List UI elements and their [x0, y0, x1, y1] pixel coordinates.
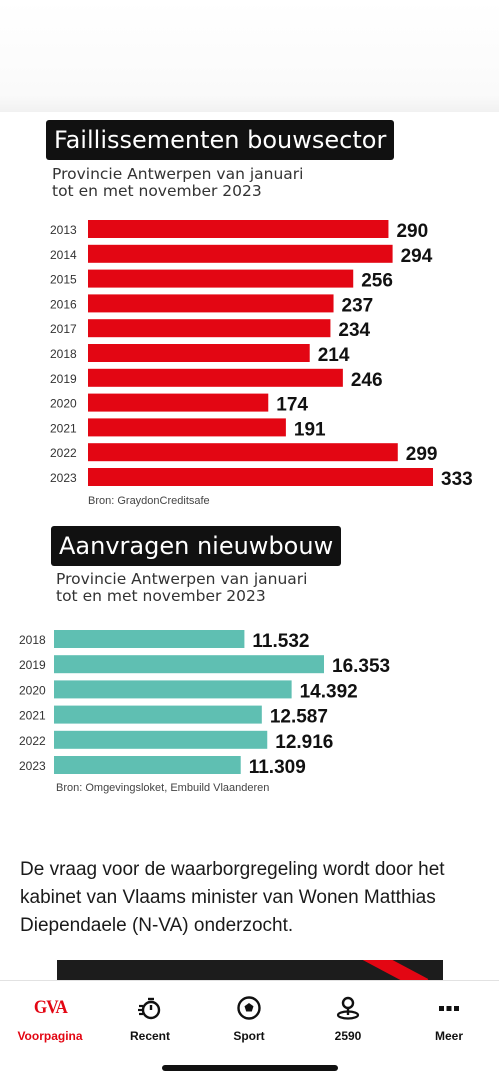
chart1-year-label: 2014 — [50, 248, 77, 262]
chart1-bar — [88, 443, 398, 462]
chart1-bar — [88, 418, 286, 437]
chart1-value-label: 299 — [406, 444, 438, 465]
chart2-year-label: 2023 — [19, 759, 46, 773]
tab-recent[interactable]: Recent — [100, 987, 200, 1045]
tab-recent-label: Recent — [129, 1029, 170, 1043]
chart1-bar — [88, 468, 433, 486]
chart1-year-label: 2017 — [50, 322, 77, 336]
chart1-bar — [88, 368, 343, 387]
chart1-subtitle: Provincie Antwerpen van januari tot en m… — [52, 165, 304, 200]
chart1-title: Faillissementen bouwsector — [46, 120, 395, 160]
chart1-year-label: 2019 — [50, 372, 77, 386]
chart1-source: Bron: GraydonCreditsafe — [88, 495, 210, 507]
chart2-year-label: 2018 — [19, 633, 46, 647]
bottom-tab-bar: GVA Voorpagina Recent Sport — [0, 980, 499, 1081]
banner-stripe — [315, 960, 429, 982]
chart2-title: Aanvragen nieuwbouw — [51, 526, 342, 566]
chart1-value-label: 333 — [441, 469, 473, 490]
stopwatch-icon — [100, 993, 200, 1023]
chart2-bar — [54, 705, 262, 724]
chart1-value-label: 191 — [294, 419, 326, 440]
chart2-year-label: 2021 — [19, 709, 46, 723]
top-blank-area — [0, 0, 499, 112]
chart2-year-label: 2020 — [19, 683, 46, 697]
chart2-value-label: 14.392 — [300, 681, 358, 702]
chart2-bars: 2018 11.532 2019 16.353 2020 14.392 2021 12.587… — [19, 630, 390, 778]
more-dots-icon — [399, 993, 499, 1023]
soccer-ball-icon — [199, 993, 299, 1023]
chart1-value-label: 294 — [401, 246, 433, 267]
chart1-value-label: 237 — [342, 295, 374, 316]
chart2-value-label: 16.353 — [332, 656, 390, 677]
chart1-value-label: 174 — [276, 395, 308, 416]
chart2-bar — [54, 756, 241, 774]
image-banner[interactable] — [57, 960, 443, 982]
chart1-bar — [88, 244, 393, 263]
chart1-year-label: 2023 — [50, 471, 77, 485]
chart1-year-label: 2016 — [50, 297, 77, 311]
chart1-year-label: 2013 — [50, 223, 77, 237]
gva-logo-icon: GVA — [33, 997, 67, 1018]
chart2-value-label: 11.309 — [249, 757, 306, 778]
chart2-value-label: 12.587 — [270, 707, 328, 728]
chart2-bar — [54, 630, 245, 648]
chart1-bar — [88, 344, 310, 362]
chart1-bar — [88, 220, 389, 238]
tab-sport-label: Sport — [233, 1029, 265, 1043]
tab-meer-label: Meer — [434, 1029, 463, 1043]
infographic: Faillissementen bouwsector Provincie Ant… — [0, 112, 499, 812]
chart1-value-label: 234 — [338, 320, 370, 341]
chart2-source: Bron: Omgevingsloket, Embuild Vlaanderen — [56, 782, 270, 794]
chart2-bar — [54, 655, 324, 674]
article-paragraph: De vraag voor de waarborgregeling wordt … — [20, 859, 445, 936]
chart1-year-label: 2021 — [50, 421, 77, 435]
chart2-subtitle: Provincie Antwerpen van januari tot en m… — [56, 570, 308, 605]
home-indicator — [162, 1065, 338, 1071]
chart2-bar — [54, 730, 268, 749]
chart1-bar — [88, 269, 354, 288]
chart1-year-label: 2018 — [50, 347, 77, 361]
chart1-value-label: 246 — [351, 370, 383, 391]
chart1-year-label: 2020 — [50, 397, 77, 411]
chart2-value-label: 11.532 — [252, 631, 309, 652]
chart2-year-label: 2022 — [19, 734, 46, 748]
chart1-year-label: 2015 — [50, 273, 77, 287]
chart1-bar — [88, 319, 331, 338]
chart1-value-label: 256 — [361, 271, 393, 292]
location-pin-icon — [298, 993, 398, 1023]
tab-sport[interactable]: Sport — [199, 987, 299, 1045]
tab-voorpagina[interactable]: GVA Voorpagina — [0, 987, 100, 1045]
chart2-bar — [54, 680, 292, 699]
chart1-bar — [88, 294, 334, 313]
tab-voorpagina-label: Voorpagina — [17, 1029, 83, 1043]
chart1-bars: 2013 290 2014 294 2015 256 2016 237 2017 234 2018 2… — [50, 220, 473, 490]
chart1-bar — [88, 393, 269, 412]
chart2-value-label: 12.916 — [275, 732, 333, 753]
chart2-year-label: 2019 — [19, 658, 46, 672]
tab-2590-label: 2590 — [334, 1029, 362, 1043]
tab-meer[interactable]: Meer — [399, 987, 499, 1045]
chart1-value-label: 290 — [396, 221, 428, 242]
chart1-value-label: 214 — [318, 345, 350, 366]
chart1-year-label: 2022 — [50, 446, 77, 460]
tab-2590[interactable]: 2590 — [298, 987, 398, 1045]
